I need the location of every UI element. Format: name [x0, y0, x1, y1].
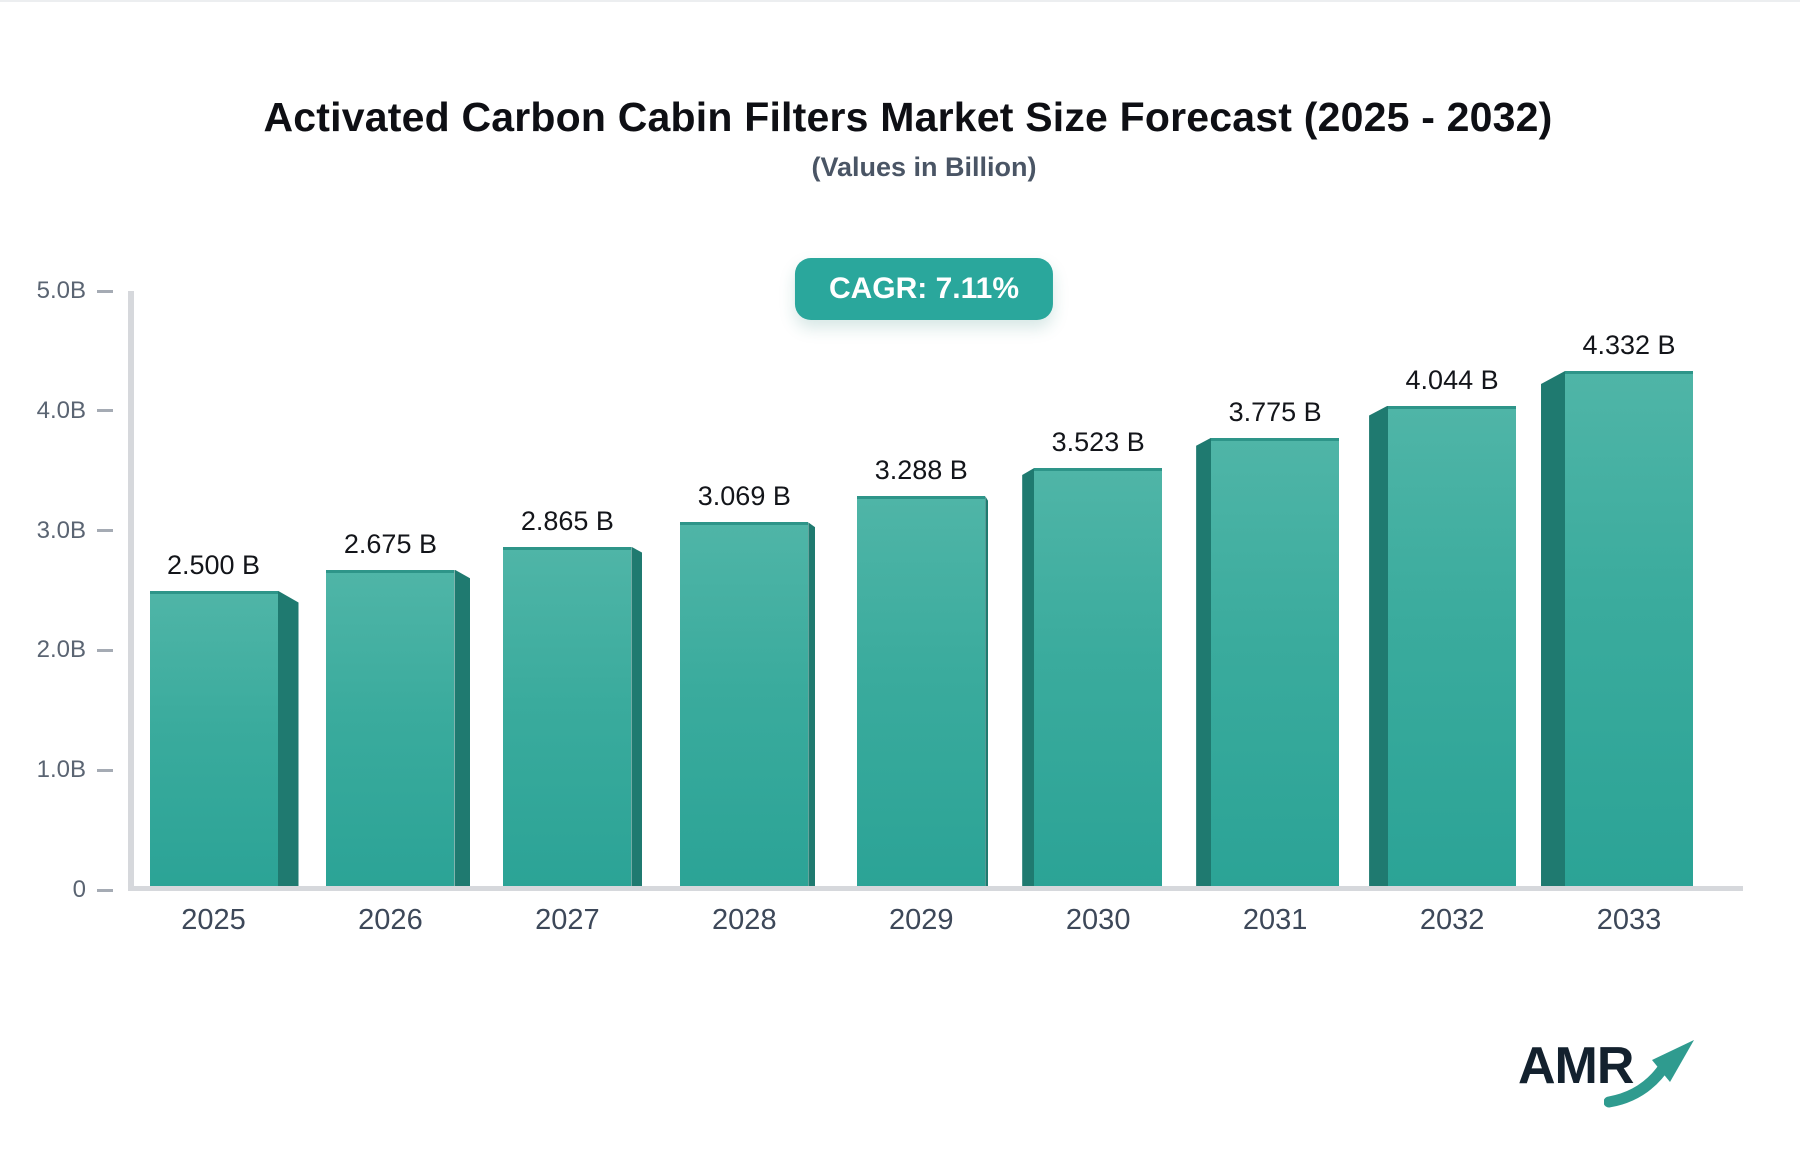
x-axis-label: 2032 — [1419, 904, 1485, 936]
x-axis-label: 2027 — [535, 904, 600, 936]
bar-side — [277, 590, 299, 890]
bar-front — [503, 546, 632, 890]
y-tick — [97, 768, 113, 772]
x-axis-label: 2025 — [181, 904, 246, 936]
y-tick — [97, 409, 113, 413]
x-axis-line — [128, 886, 1743, 891]
bar-side — [1022, 467, 1035, 890]
bar-front — [680, 522, 809, 890]
bar-value-label: 3.288 B — [874, 455, 968, 486]
bar-value-label: 2.500 B — [166, 549, 261, 580]
bar-side — [631, 546, 643, 890]
x-axis-label: 2026 — [358, 904, 423, 936]
y-tick-label: 5.0B — [36, 277, 86, 304]
bar-side — [1541, 371, 1566, 890]
bar-front — [1034, 467, 1163, 890]
chart-title: Activated Carbon Cabin Filters Market Si… — [263, 94, 1553, 140]
bar-front — [1388, 405, 1517, 890]
y-tick-label: 1.0B — [36, 756, 86, 784]
bar-side — [454, 569, 471, 890]
x-axis-label: 2031 — [1242, 904, 1308, 936]
x-axis-label: 2030 — [1065, 904, 1131, 936]
y-tick-label: 3.0B — [36, 516, 86, 544]
bar-side — [1369, 405, 1389, 890]
bar-value-label: 3.523 B — [1051, 426, 1145, 457]
bar-value-label: 2.865 B — [520, 505, 614, 536]
y-axis-line — [128, 291, 134, 891]
x-axis-label: 2033 — [1596, 904, 1662, 936]
bar-front — [149, 590, 278, 890]
trend-up-arrow-icon — [1604, 1040, 1694, 1108]
bar-side — [808, 522, 816, 890]
y-tick-label: 2.0B — [36, 636, 86, 664]
bar-front — [326, 569, 455, 890]
y-tick — [97, 888, 113, 892]
bar-value-label: 3.775 B — [1228, 396, 1322, 427]
cagr-badge: CAGR: 7.11% — [794, 258, 1054, 320]
y-tick-label: 0 — [72, 876, 86, 903]
bar-value-label: 3.069 B — [697, 481, 791, 512]
bar-value-label: 4.332 B — [1582, 330, 1676, 361]
bar-front — [1565, 371, 1694, 890]
bar-value-label: 4.044 B — [1405, 364, 1499, 395]
y-tick — [97, 529, 113, 533]
y-tick-label: 4.0B — [36, 396, 86, 424]
y-tick — [97, 289, 113, 293]
brand-logo: AMR — [1518, 1034, 1708, 1116]
x-axis-label: 2028 — [712, 904, 777, 936]
y-tick — [97, 648, 113, 652]
bar-front — [1211, 437, 1340, 890]
logo-text: AMR — [1518, 1037, 1634, 1095]
chart-subtitle: (Values in Billion) — [811, 152, 1037, 182]
bar-side — [1196, 437, 1212, 890]
bar-value-label: 2.675 B — [343, 528, 437, 559]
x-axis-label: 2029 — [888, 904, 954, 936]
bar-side — [985, 496, 989, 890]
bar-front — [857, 496, 986, 890]
